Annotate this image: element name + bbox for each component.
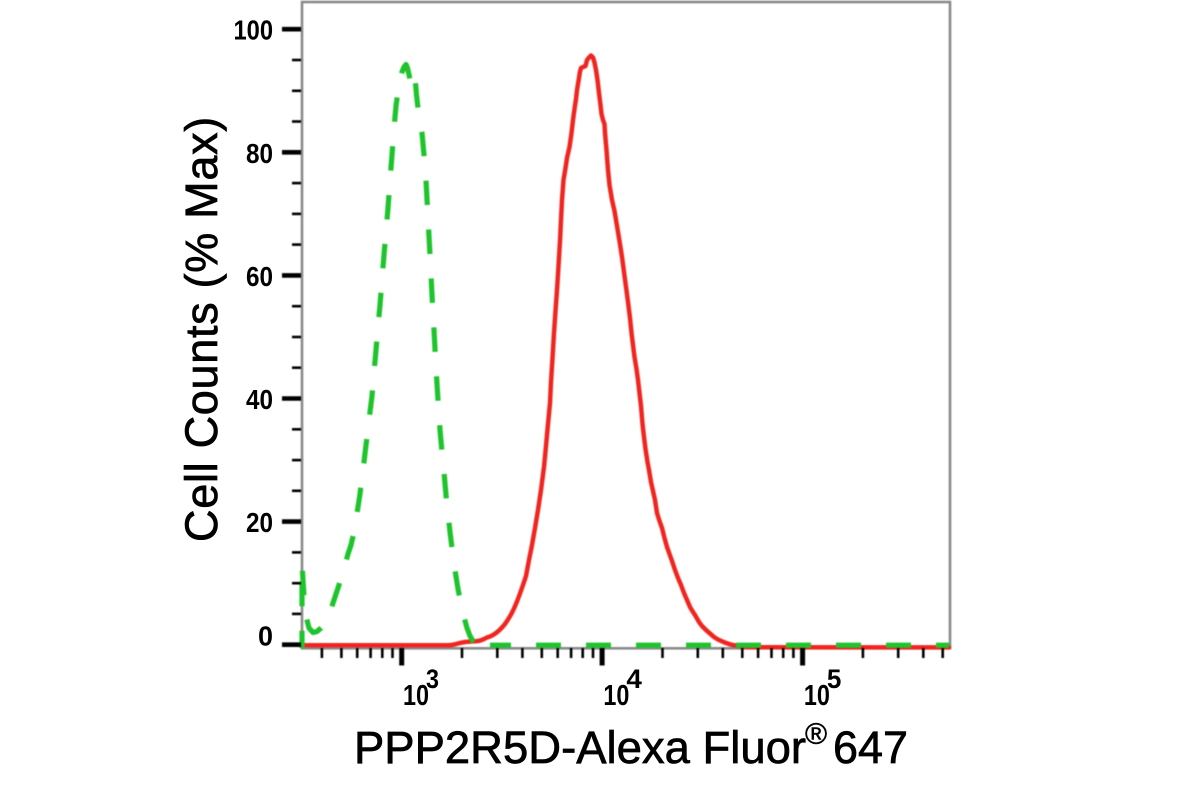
svg-text:80: 80 [246,138,273,169]
svg-text:®: ® [805,718,827,751]
svg-text:10: 10 [403,680,429,712]
svg-text:Cell Counts (% Max): Cell Counts (% Max) [176,116,227,542]
svg-text:0: 0 [258,621,273,652]
svg-text:4: 4 [626,664,642,694]
svg-text:10: 10 [603,680,629,712]
svg-text:3: 3 [426,664,439,694]
svg-text:100: 100 [234,15,274,46]
svg-text:60: 60 [246,261,273,292]
svg-text:PPP2R5D-Alexa Fluor: PPP2R5D-Alexa Fluor [354,722,806,773]
svg-text:647: 647 [833,722,908,773]
svg-text:20: 20 [246,507,273,538]
svg-text:10: 10 [804,680,830,712]
svg-text:5: 5 [827,664,842,694]
svg-text:40: 40 [246,384,273,415]
